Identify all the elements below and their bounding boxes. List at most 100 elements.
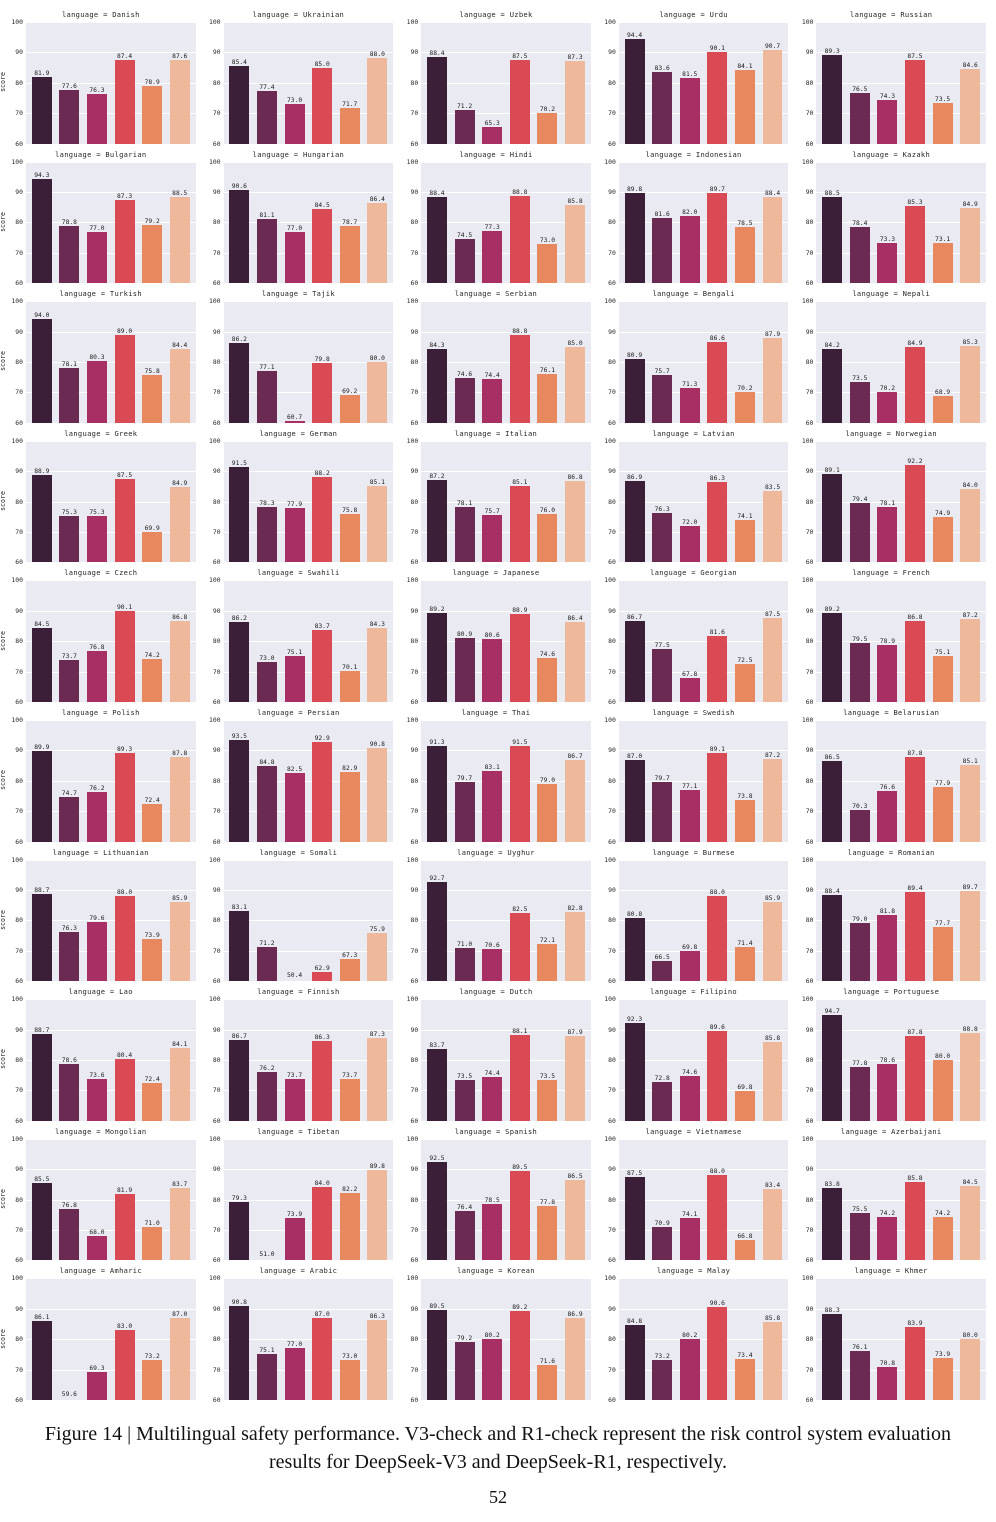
y-axis: 60 70 80 90 100: [397, 437, 421, 567]
bar-value-label: 50.4: [286, 972, 303, 980]
bar-value-label: 71.7: [342, 101, 358, 109]
y-tick-label: 90: [608, 1304, 616, 1313]
bar-value-label: 77.8: [539, 1199, 556, 1207]
bar-value-label: 73.7: [286, 1072, 303, 1080]
bar: 83.1: [482, 764, 503, 842]
y-tick-label: 60: [805, 977, 814, 986]
bar-value-label: 88.0: [709, 1168, 725, 1176]
bar-slot-r1: 75.1: [929, 580, 957, 702]
bar: 74.1: [679, 1211, 700, 1261]
bar: 88.2: [312, 470, 333, 563]
bar-slot-r1: 78.5: [731, 162, 759, 284]
bar: 83.8: [822, 1181, 843, 1261]
bar: 85.1: [960, 758, 981, 842]
gridline: [223, 950, 394, 952]
bar-slot-v3-check: 87.8: [901, 999, 929, 1121]
gridline: [26, 222, 196, 224]
gridline: [223, 1278, 394, 1280]
gridline: [223, 161, 394, 163]
y-tick-label: 90: [608, 606, 616, 615]
gridline: [618, 191, 789, 193]
bar-slot-gpt4o: 79.0: [846, 860, 874, 982]
bar-slot-r1: 74.1: [731, 441, 759, 563]
bar: 87.8: [905, 1029, 925, 1121]
bar-value-label: 85.8: [567, 197, 583, 205]
y-tick-label: 90: [212, 746, 221, 755]
bar-slot-gpt4o: 78.1: [56, 301, 84, 423]
bar-value-label: 86.3: [369, 1313, 385, 1321]
bar-group: 91.5 78.3 77.9 88.2 75.8 85.1: [224, 441, 394, 563]
facet-title: language = Danish: [61, 10, 140, 19]
bar-slot-r1-check: 88.4: [759, 162, 787, 284]
gridline: [223, 392, 394, 394]
bar-value-label: 89.7: [709, 185, 725, 193]
bar-value-label: 87.9: [567, 1028, 583, 1036]
y-axis: 60 70 80 90 100: [2, 1274, 26, 1404]
bar-slot-gpt4o: 78.1: [451, 441, 479, 563]
bar: 84.3: [367, 621, 388, 702]
bar-slot-r1-check: 88.8: [956, 999, 984, 1121]
bar: 72.1: [537, 937, 558, 982]
bar-value-label: 73.0: [342, 1353, 358, 1361]
bar-slot-v3-check: 89.2: [506, 1278, 534, 1400]
bar-slot-gpt4o: 77.8: [846, 999, 874, 1121]
bar: 92.2: [905, 458, 925, 563]
bar-value-label: 77.1: [259, 363, 275, 371]
bar-group: 85.4 77.4 73.0 85.0 71.7 88.0: [224, 22, 394, 144]
bar-value-label: 94.3: [34, 171, 50, 179]
gridline: [26, 1229, 196, 1231]
bar-slot-claude: 86.9: [621, 441, 649, 563]
bar-value-label: 75.3: [61, 508, 77, 516]
bar: 79.2: [454, 1335, 475, 1400]
bar-slot-claude: 88.7: [28, 860, 56, 982]
y-tick-label: 60: [410, 1256, 419, 1265]
bar: 92.9: [312, 735, 333, 842]
bar-slot-v3-check: 86.3: [308, 999, 336, 1121]
bar-value-label: 88.1: [512, 1028, 528, 1036]
bar-value-label: 76.5: [852, 86, 868, 94]
gridline: [26, 361, 196, 363]
bar-slot-r1: 70.2: [534, 22, 562, 144]
y-axis-label: score: [0, 909, 7, 930]
bar-slot-v3: 78.9: [874, 580, 902, 702]
bar: 70.3: [849, 803, 870, 842]
bar: 74.3: [877, 93, 898, 144]
bar-slot-gpt4o: 75.7: [648, 301, 676, 423]
gridline: [816, 331, 986, 333]
bar-value-label: 73.9: [286, 1211, 303, 1219]
plot-area: 89.9 74.7 76.2 89.3 72.4 87.8: [26, 720, 196, 842]
bar-value-label: 84.1: [172, 1040, 188, 1048]
bar-value-label: 65.3: [484, 120, 500, 128]
bar-value-label: 80.2: [682, 1331, 698, 1339]
y-tick-label: 90: [608, 1165, 616, 1174]
bar: 78.3: [257, 500, 277, 563]
bar-value-label: 92.7: [429, 874, 445, 882]
bar: 66.5: [652, 954, 673, 982]
bar-slot-r1-check: 84.6: [956, 22, 984, 144]
bar-slot-gpt4o: 83.6: [648, 22, 676, 144]
gridline: [223, 191, 394, 193]
bar-value-label: 80.0: [962, 1332, 978, 1340]
y-tick-label: 100: [406, 297, 419, 306]
gridline: [223, 610, 394, 612]
bar: 76.0: [537, 507, 558, 563]
y-axis-label: score: [0, 770, 7, 791]
gridline: [26, 331, 196, 333]
gridline: [618, 1138, 789, 1140]
y-tick-label: 100: [11, 436, 23, 445]
bar: 76.8: [87, 644, 107, 702]
gridline: [421, 161, 591, 163]
bar: 87.5: [509, 53, 530, 144]
y-tick-label: 100: [604, 576, 616, 585]
bar: 78.1: [59, 361, 80, 423]
bar: 74.6: [537, 651, 558, 702]
bar: 87.5: [624, 1170, 645, 1261]
bar-slot-v3: 75.7: [478, 441, 506, 563]
bar-slot-r1: 82.9: [336, 720, 364, 842]
bar-group: 89.8 81.6 82.0 89.7 78.5 88.4: [619, 162, 789, 284]
bar-value-label: 73.0: [539, 236, 556, 244]
gridline: [26, 1199, 196, 1201]
bar-slot-r1-check: 85.8: [759, 1278, 787, 1400]
bar: 89.3: [114, 746, 135, 842]
bar-slot-claude: 83.7: [423, 999, 451, 1121]
